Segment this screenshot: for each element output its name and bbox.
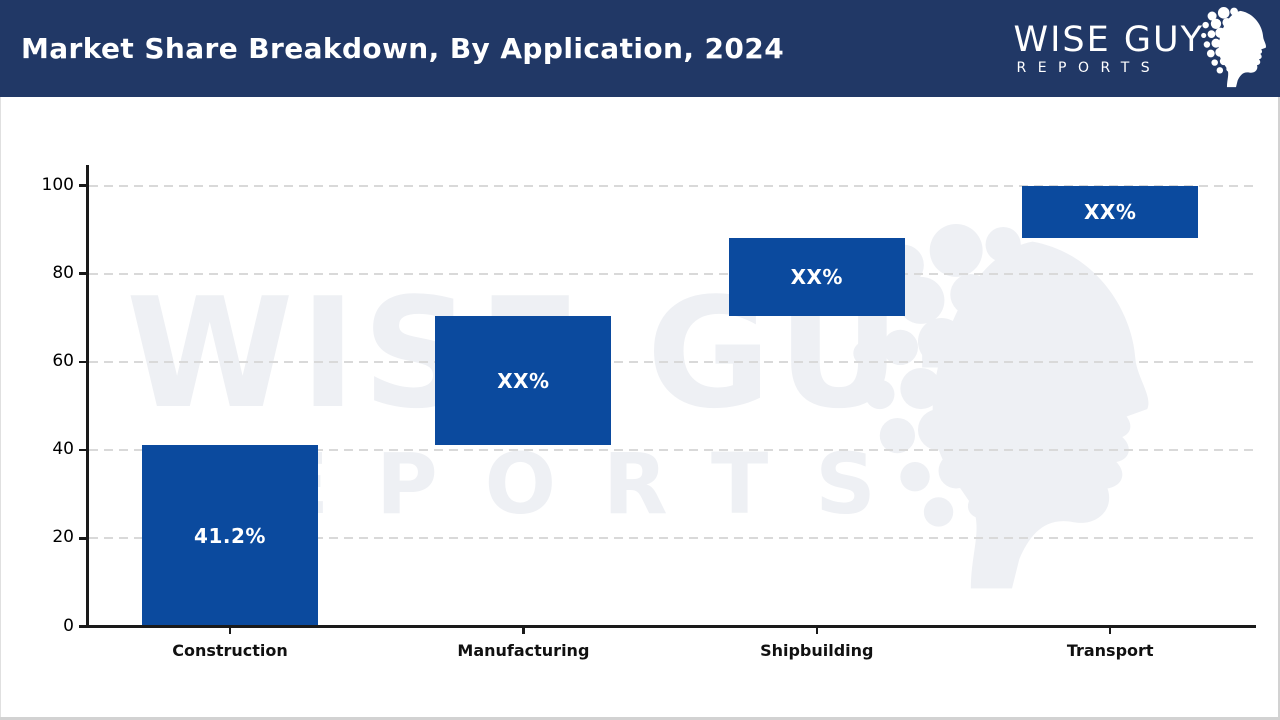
gridline-80 — [89, 272, 1254, 275]
logo-wordmark-line1: WISE GUY — [1013, 20, 1204, 60]
y-tick-label: 60 — [52, 350, 74, 371]
y-tick-label: 100 — [41, 174, 74, 195]
y-tick-80 — [79, 272, 87, 275]
page-title: Market Share Breakdown, By Application, … — [21, 32, 785, 65]
y-axis-line — [86, 165, 89, 628]
y-tick-label: 0 — [63, 615, 74, 636]
bar-value-label: 41.2% — [194, 523, 266, 548]
bar-value-label: XX% — [790, 265, 843, 290]
y-tick-label: 20 — [52, 527, 74, 548]
logo-wordmark: WISE GUY REPORTS — [1013, 20, 1204, 76]
x-category-label: Manufacturing — [457, 641, 590, 660]
x-axis-line — [86, 625, 1256, 628]
bar-value-label: XX% — [497, 368, 550, 393]
logo-face-icon — [1201, 7, 1267, 88]
header-bar: Market Share Breakdown, By Application, … — [0, 0, 1280, 97]
gridline-60 — [89, 360, 1254, 363]
wise-guy-logo: WISE GUY REPORTS — [1013, 5, 1272, 93]
y-tick-40 — [79, 448, 87, 452]
y-tick-60 — [79, 360, 87, 364]
bar-transport: XX% — [1022, 185, 1199, 239]
y-tick-20 — [79, 537, 87, 540]
x-tick-0 — [228, 627, 232, 634]
gridline-20 — [89, 537, 1254, 540]
bar-construction: 41.2% — [142, 444, 318, 627]
bar-shipbuilding: XX% — [728, 238, 905, 317]
bar-value-label: XX% — [1083, 199, 1137, 224]
y-tick-100 — [79, 184, 87, 187]
x-category-label: Shipbuilding — [760, 641, 874, 660]
gridline-40 — [89, 449, 1254, 452]
logo-wordmark-line2: REPORTS — [1016, 60, 1162, 76]
x-category-label: Transport — [1066, 641, 1154, 660]
x-category-label: Construction — [172, 641, 288, 660]
x-tick-1 — [522, 627, 525, 634]
y-tick-label: 80 — [52, 262, 74, 283]
bar-manufacturing: XX% — [435, 316, 612, 445]
x-tick-2 — [815, 627, 819, 634]
y-tick-0 — [79, 625, 87, 628]
x-tick-3 — [1108, 627, 1112, 634]
gridline-100 — [89, 184, 1254, 187]
y-tick-label: 40 — [52, 439, 74, 460]
